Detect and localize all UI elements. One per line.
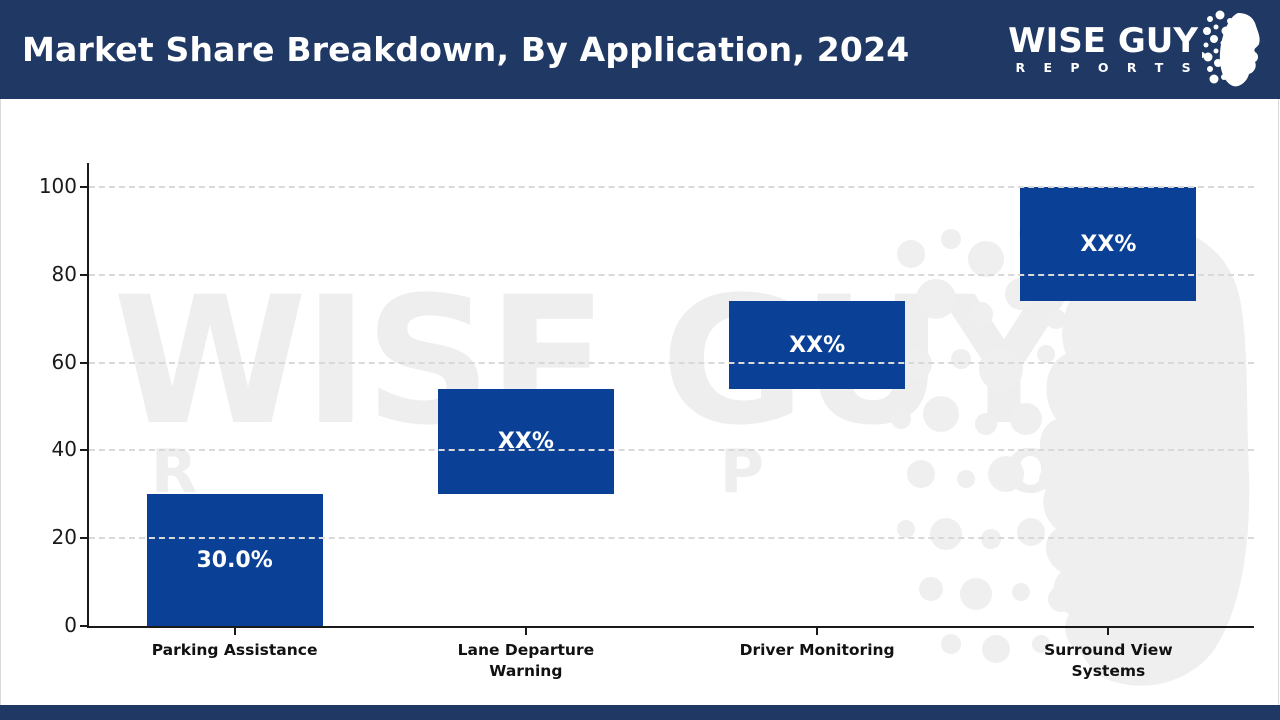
y-axis-line [87, 163, 89, 628]
category-label: Lane Departure Warning [457, 641, 595, 680]
bar-value-label: XX% [1080, 231, 1137, 257]
y-tick-0 [80, 625, 88, 627]
x-tick-1 [524, 628, 527, 635]
gridline-100 [89, 186, 1254, 188]
bar-segment: XX% [729, 301, 906, 389]
gridline-80 [89, 273, 1254, 276]
bar-segment: XX% [437, 388, 614, 495]
bar-segment: 30.0% [146, 494, 323, 626]
bar-value-label: 30.0% [196, 547, 273, 573]
brand-name: WISE GUY [1008, 21, 1198, 62]
y-tick-20 [80, 537, 88, 540]
y-tick-label-100: 100 [38, 174, 77, 198]
y-tick-label-0: 0 [64, 613, 77, 637]
y-tick-40 [80, 449, 88, 452]
brand-subname: R E P O R T S [1015, 60, 1198, 76]
head-profile-logo-icon [1202, 10, 1260, 86]
brand-text: WISE GUY R E P O R T S [1008, 24, 1198, 75]
category-label: Driver Monitoring [739, 641, 895, 659]
x-tick-0 [233, 628, 236, 635]
chart-area: WISE GUY R E P O R T S 02040608010030.0%… [0, 99, 1279, 705]
footer-bar [0, 705, 1280, 720]
category-label: Surround View Systems [1044, 641, 1173, 680]
gridline-60 [89, 361, 1254, 364]
y-tick-60 [80, 361, 88, 364]
y-tick-100 [80, 186, 88, 188]
y-tick-label-40: 40 [51, 437, 77, 462]
header-bar: Market Share Breakdown, By Application, … [0, 0, 1280, 99]
x-tick-3 [1107, 628, 1110, 635]
gridline-40 [89, 449, 1254, 452]
brand-logo: WISE GUY R E P O R T S [1008, 9, 1264, 91]
bar-segment: XX% [1020, 187, 1197, 302]
category-label: Parking Assistance [151, 641, 318, 659]
y-tick-label-20: 20 [51, 525, 77, 550]
bar-value-label: XX% [789, 332, 846, 358]
page-title: Market Share Breakdown, By Application, … [22, 30, 910, 69]
gridline-20 [89, 537, 1254, 540]
y-tick-label-60: 60 [51, 349, 77, 374]
y-tick-label-80: 80 [51, 261, 77, 286]
x-axis-line [87, 626, 1254, 628]
x-tick-2 [816, 628, 819, 635]
y-tick-80 [80, 273, 88, 276]
